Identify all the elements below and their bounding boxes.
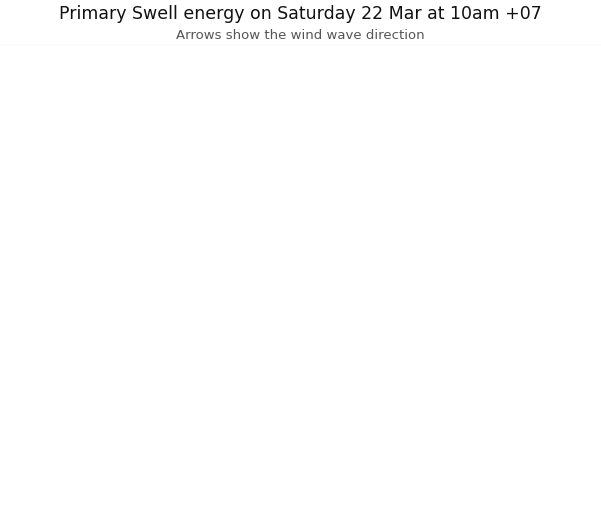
Text: Install cartopy for map rendering: Install cartopy for map rendering <box>186 271 415 286</box>
Text: Arrows show the wind wave direction: Arrows show the wind wave direction <box>176 29 425 41</box>
Text: Primary Swell energy on Saturday 22 Mar at 10am +07: Primary Swell energy on Saturday 22 Mar … <box>59 5 542 23</box>
